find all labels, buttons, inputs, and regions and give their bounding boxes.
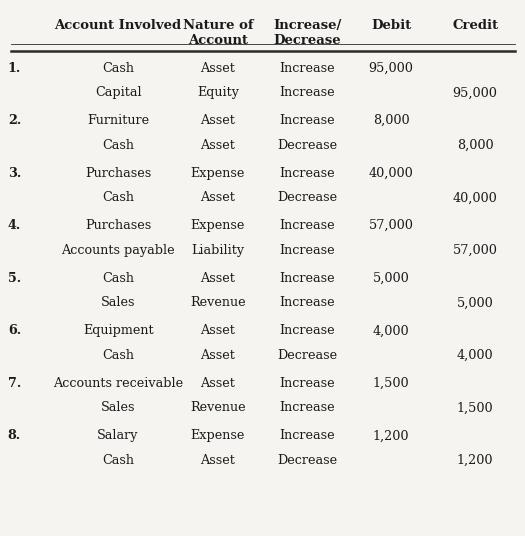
Text: Accounts payable: Accounts payable: [61, 244, 175, 257]
Text: Increase: Increase: [279, 62, 335, 75]
Text: Liability: Liability: [191, 244, 245, 257]
Text: Accounts receivable: Accounts receivable: [53, 377, 183, 390]
Text: Increase: Increase: [279, 114, 335, 127]
Text: Debit: Debit: [371, 19, 411, 32]
Text: 8.: 8.: [8, 429, 21, 442]
Text: 3.: 3.: [8, 167, 21, 180]
Text: Equipment: Equipment: [83, 324, 153, 337]
Text: 40,000: 40,000: [369, 167, 414, 180]
Text: Increase: Increase: [279, 219, 335, 232]
Text: Decrease: Decrease: [277, 454, 337, 467]
Text: 95,000: 95,000: [453, 86, 498, 99]
Text: Cash: Cash: [102, 191, 134, 204]
Text: 8,000: 8,000: [373, 114, 410, 127]
Text: Asset: Asset: [201, 191, 235, 204]
Text: Expense: Expense: [191, 167, 245, 180]
Text: Revenue: Revenue: [190, 296, 246, 309]
Text: 57,000: 57,000: [369, 219, 414, 232]
Text: 4,000: 4,000: [373, 324, 410, 337]
Text: Cash: Cash: [102, 139, 134, 152]
Text: Increase: Increase: [279, 244, 335, 257]
Text: Asset: Asset: [201, 324, 235, 337]
Text: Increase: Increase: [279, 429, 335, 442]
Text: 4.: 4.: [8, 219, 21, 232]
Text: Credit: Credit: [452, 19, 498, 32]
Text: 5,000: 5,000: [457, 296, 494, 309]
Text: Nature of
Account: Nature of Account: [183, 19, 253, 47]
Text: 57,000: 57,000: [453, 244, 498, 257]
Text: 5,000: 5,000: [373, 272, 410, 285]
Text: Increase: Increase: [279, 296, 335, 309]
Text: Cash: Cash: [102, 454, 134, 467]
Text: Sales: Sales: [101, 296, 135, 309]
Text: 1.: 1.: [8, 62, 21, 75]
Text: 95,000: 95,000: [369, 62, 414, 75]
Text: Furniture: Furniture: [87, 114, 149, 127]
Text: Cash: Cash: [102, 349, 134, 362]
Text: 8,000: 8,000: [457, 139, 494, 152]
Text: 1,500: 1,500: [457, 401, 494, 414]
Text: Asset: Asset: [201, 454, 235, 467]
Text: Expense: Expense: [191, 219, 245, 232]
Text: 2.: 2.: [8, 114, 21, 127]
Text: Equity: Equity: [197, 86, 239, 99]
Text: Account Involved: Account Involved: [55, 19, 182, 32]
Text: Asset: Asset: [201, 114, 235, 127]
Text: Increase: Increase: [279, 401, 335, 414]
Text: Decrease: Decrease: [277, 349, 337, 362]
Text: Increase/
Decrease: Increase/ Decrease: [273, 19, 341, 47]
Text: Increase: Increase: [279, 272, 335, 285]
Text: 4,000: 4,000: [457, 349, 494, 362]
Text: Asset: Asset: [201, 377, 235, 390]
Text: 5.: 5.: [8, 272, 21, 285]
Text: Asset: Asset: [201, 139, 235, 152]
Text: Purchases: Purchases: [85, 219, 151, 232]
Text: Asset: Asset: [201, 349, 235, 362]
Text: Increase: Increase: [279, 377, 335, 390]
Text: Asset: Asset: [201, 62, 235, 75]
Text: 1,500: 1,500: [373, 377, 410, 390]
Text: Revenue: Revenue: [190, 401, 246, 414]
Text: 1,200: 1,200: [373, 429, 410, 442]
Text: Increase: Increase: [279, 167, 335, 180]
Text: Sales: Sales: [101, 401, 135, 414]
Text: Asset: Asset: [201, 272, 235, 285]
Text: Capital: Capital: [95, 86, 141, 99]
Text: 6.: 6.: [8, 324, 21, 337]
Text: Cash: Cash: [102, 272, 134, 285]
Text: Decrease: Decrease: [277, 139, 337, 152]
Text: Salary: Salary: [97, 429, 139, 442]
Text: 7.: 7.: [8, 377, 21, 390]
Text: Cash: Cash: [102, 62, 134, 75]
Text: Increase: Increase: [279, 86, 335, 99]
Text: Purchases: Purchases: [85, 167, 151, 180]
Text: Expense: Expense: [191, 429, 245, 442]
Text: 1,200: 1,200: [457, 454, 494, 467]
Text: Increase: Increase: [279, 324, 335, 337]
Text: Decrease: Decrease: [277, 191, 337, 204]
Text: 40,000: 40,000: [453, 191, 498, 204]
